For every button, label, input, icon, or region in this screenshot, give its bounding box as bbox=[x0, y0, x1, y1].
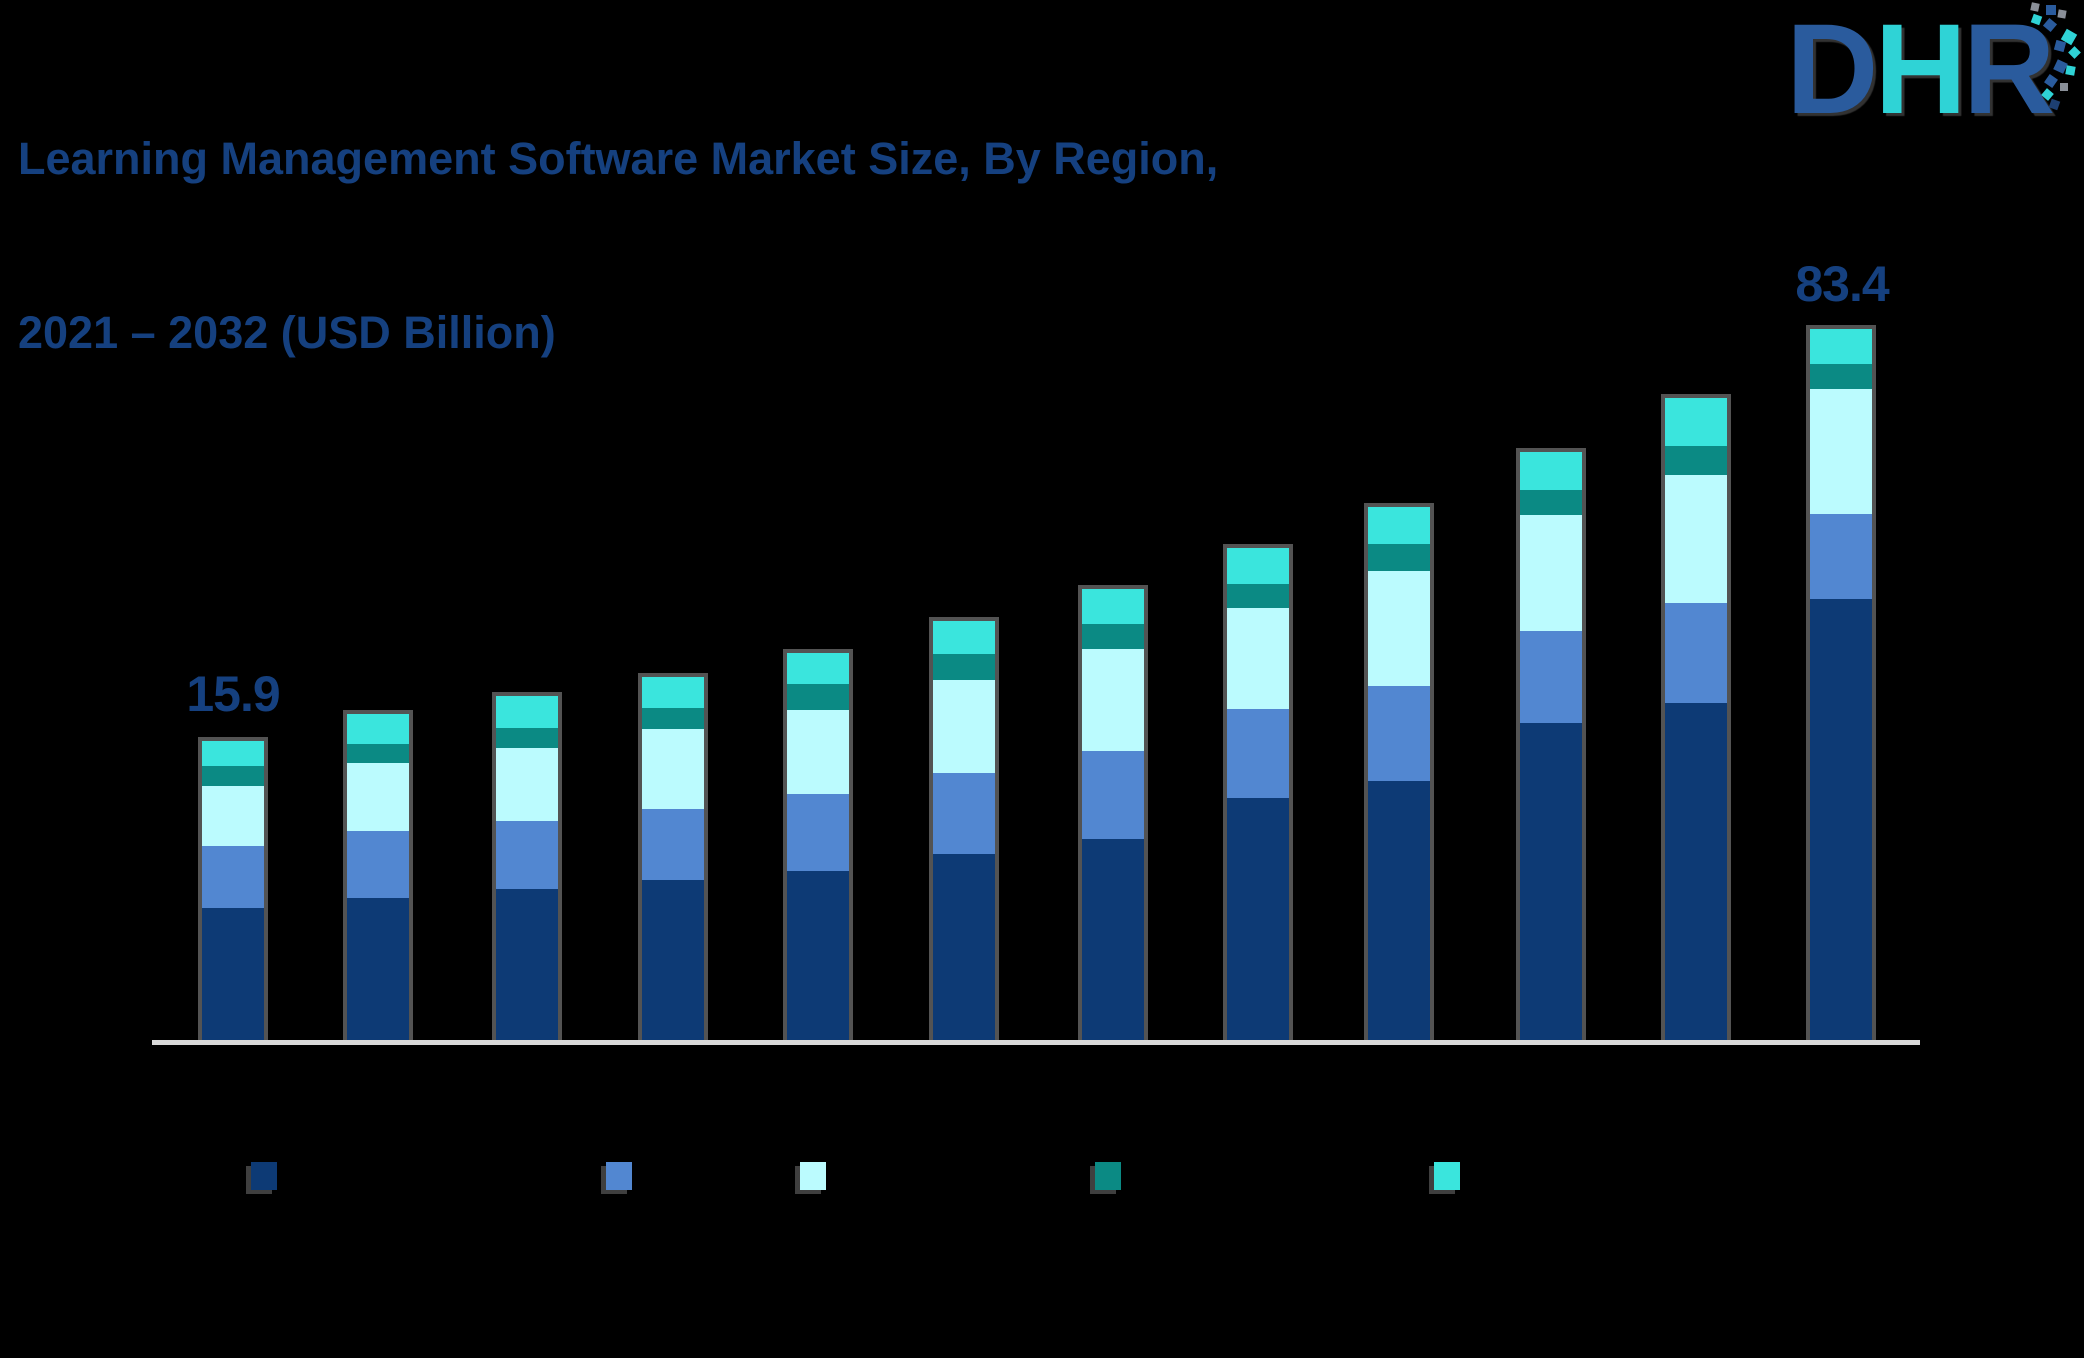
bar-2026 bbox=[933, 621, 995, 1041]
bar-2029 bbox=[1368, 507, 1430, 1041]
bar-2028 bbox=[1227, 548, 1289, 1041]
bar-2031 bbox=[1665, 398, 1727, 1041]
logo-burst-dot bbox=[2030, 2, 2040, 12]
bar-2021-segment-light-cyan bbox=[202, 786, 264, 846]
bar-2027-segment-teal bbox=[1082, 624, 1144, 649]
logo-burst-dot bbox=[2046, 5, 2056, 15]
bar-2030-segment-blue bbox=[1520, 631, 1582, 723]
x-axis-line bbox=[152, 1040, 1920, 1045]
bar-2030 bbox=[1520, 452, 1582, 1041]
bar-2025 bbox=[787, 653, 849, 1041]
dhr-logo: DHR bbox=[1780, 0, 2084, 150]
bar-2022-segment-blue bbox=[347, 831, 409, 898]
bar-2026-segment-turquoise bbox=[933, 621, 995, 654]
logo-burst-dot bbox=[2068, 46, 2081, 59]
bar-2021 bbox=[202, 741, 264, 1041]
bar-2023-segment-light-cyan bbox=[496, 748, 558, 821]
bar-2029-segment-teal bbox=[1368, 544, 1430, 571]
chart-title-line1: Learning Management Software Market Size… bbox=[18, 133, 1219, 184]
logo-burst-dot bbox=[2065, 65, 2076, 76]
dhr-logo-letters: DHR bbox=[1786, 0, 2055, 141]
legend-swatch-1 bbox=[251, 1162, 277, 1190]
bar-2025-segment-light-cyan bbox=[787, 710, 849, 794]
bar-2029-segment-navy bbox=[1368, 781, 1430, 1041]
bar-2029-segment-blue bbox=[1368, 686, 1430, 781]
bar-2023 bbox=[496, 696, 558, 1041]
bar-2023-segment-blue bbox=[496, 821, 558, 889]
bar-2025-segment-turquoise bbox=[787, 653, 849, 684]
bar-2031-segment-blue bbox=[1665, 603, 1727, 703]
bar-2022 bbox=[347, 714, 409, 1041]
bar-2032-segment-light-cyan bbox=[1810, 389, 1872, 514]
bar-2023-segment-teal bbox=[496, 728, 558, 748]
logo-burst-dot bbox=[2060, 83, 2068, 91]
bar-2026-segment-teal bbox=[933, 654, 995, 680]
bar-2024-segment-teal bbox=[642, 708, 704, 729]
bar-2024 bbox=[642, 677, 704, 1041]
bar-2021-segment-teal bbox=[202, 766, 264, 786]
bar-2022-segment-light-cyan bbox=[347, 763, 409, 831]
bar-2030-segment-teal bbox=[1520, 490, 1582, 515]
bar-2022-segment-navy bbox=[347, 898, 409, 1041]
bar-2021-segment-blue bbox=[202, 846, 264, 908]
bar-2032-segment-navy bbox=[1810, 599, 1872, 1041]
bar-2021-segment-turquoise bbox=[202, 741, 264, 766]
bar-2025-segment-blue bbox=[787, 794, 849, 871]
bar-2030-segment-light-cyan bbox=[1520, 515, 1582, 631]
bar-2027-segment-turquoise bbox=[1082, 589, 1144, 624]
bar-2031-segment-navy bbox=[1665, 703, 1727, 1041]
logo-letter-H: H bbox=[1874, 0, 1966, 141]
bar-2028-segment-turquoise bbox=[1227, 548, 1289, 584]
bar-2032-segment-blue bbox=[1810, 514, 1872, 599]
legend-swatch-2 bbox=[606, 1162, 632, 1190]
bar-2022-segment-teal bbox=[347, 744, 409, 763]
bar-2028-segment-teal bbox=[1227, 584, 1289, 608]
bar-2024-segment-light-cyan bbox=[642, 729, 704, 809]
bar-2030-segment-navy bbox=[1520, 723, 1582, 1041]
data-label-last-bar: 83.4 bbox=[1795, 256, 1889, 312]
bar-2024-segment-navy bbox=[642, 880, 704, 1041]
logo-burst-dot bbox=[2053, 39, 2067, 53]
legend-swatch-3 bbox=[800, 1162, 826, 1190]
bar-2032-segment-teal bbox=[1810, 364, 1872, 389]
logo-burst-dot bbox=[2057, 9, 2067, 19]
bar-2026-segment-blue bbox=[933, 773, 995, 854]
bar-2032-segment-turquoise bbox=[1810, 329, 1872, 364]
bar-2023-segment-navy bbox=[496, 889, 558, 1041]
bar-2030-segment-turquoise bbox=[1520, 452, 1582, 490]
bar-2031-segment-turquoise bbox=[1665, 398, 1727, 446]
bar-2032 bbox=[1810, 329, 1872, 1041]
bar-2029-segment-turquoise bbox=[1368, 507, 1430, 544]
bar-2031-segment-light-cyan bbox=[1665, 475, 1727, 603]
bar-2027-segment-blue bbox=[1082, 751, 1144, 839]
bar-2023-segment-turquoise bbox=[496, 696, 558, 728]
chart-title: Learning Management Software Market Size… bbox=[18, 14, 1218, 478]
bar-2028-segment-blue bbox=[1227, 709, 1289, 798]
bar-2026-segment-navy bbox=[933, 854, 995, 1041]
bar-2025-segment-navy bbox=[787, 871, 849, 1041]
bar-2026-segment-light-cyan bbox=[933, 680, 995, 773]
chart-title-line2: 2021 – 2032 (USD Billion) bbox=[18, 307, 556, 358]
bar-2027-segment-navy bbox=[1082, 839, 1144, 1041]
bar-2027-segment-light-cyan bbox=[1082, 649, 1144, 751]
bar-2024-segment-turquoise bbox=[642, 677, 704, 708]
legend-swatch-4 bbox=[1095, 1162, 1121, 1190]
bar-2028-segment-light-cyan bbox=[1227, 608, 1289, 709]
bar-2022-segment-turquoise bbox=[347, 714, 409, 744]
bar-2021-segment-navy bbox=[202, 908, 264, 1041]
legend-swatch-5 bbox=[1434, 1162, 1460, 1190]
bar-2029-segment-light-cyan bbox=[1368, 571, 1430, 686]
bar-2025-segment-teal bbox=[787, 684, 849, 710]
bar-2031-segment-teal bbox=[1665, 446, 1727, 475]
logo-letter-D: D bbox=[1786, 0, 1878, 141]
data-label-first-bar: 15.9 bbox=[186, 666, 280, 722]
bar-2027 bbox=[1082, 589, 1144, 1041]
bar-2024-segment-blue bbox=[642, 809, 704, 880]
bar-2028-segment-navy bbox=[1227, 798, 1289, 1041]
